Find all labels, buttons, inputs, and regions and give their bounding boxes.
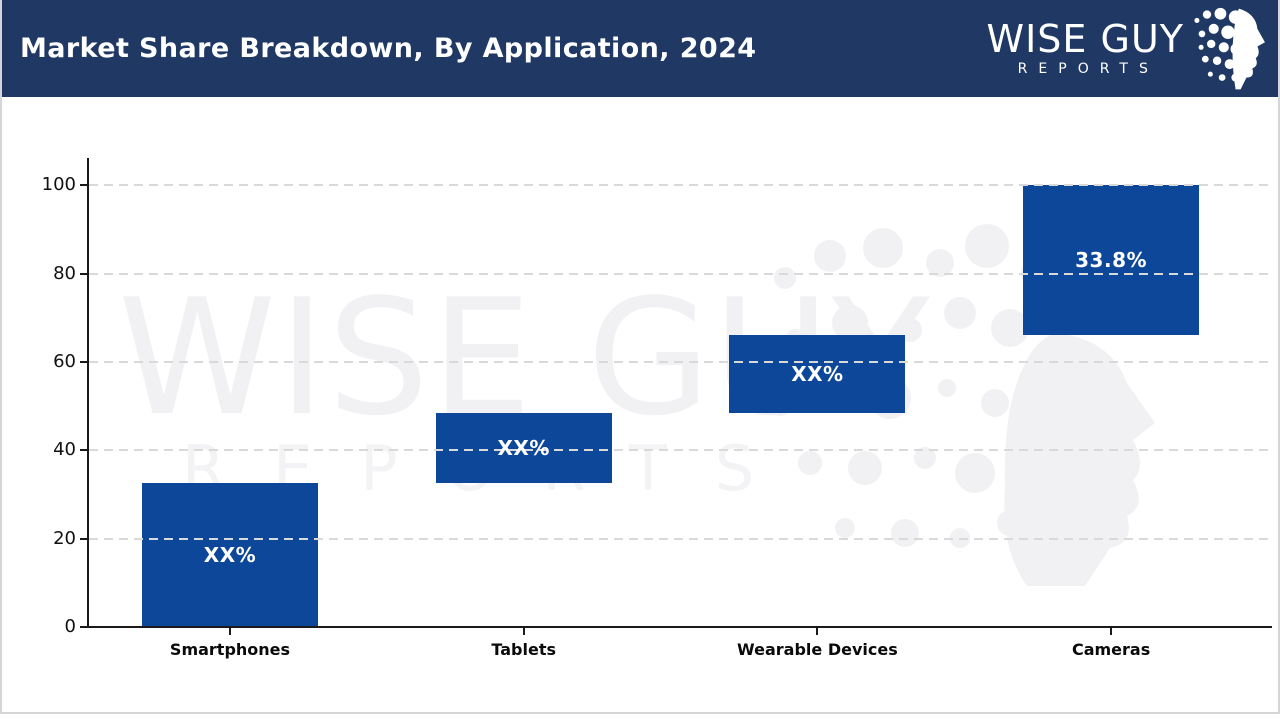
bar-value-label: XX% bbox=[791, 361, 844, 386]
y-tick-mark-40 bbox=[80, 449, 87, 452]
y-axis bbox=[87, 158, 89, 628]
y-tick-mark-60 bbox=[80, 360, 87, 363]
watermark-face-icon bbox=[767, 224, 1155, 586]
logo-secondary-text: REPORTS bbox=[1017, 61, 1159, 77]
wise-guy-logo: WISE GUY REPORTS bbox=[987, 7, 1266, 91]
bar-smartphones: XX% bbox=[142, 482, 318, 627]
y-tick-label-0: 0 bbox=[64, 616, 76, 637]
y-tick-label-80: 80 bbox=[53, 262, 76, 284]
gridline-60 bbox=[89, 360, 1272, 363]
gridline-40 bbox=[89, 449, 1272, 452]
y-tick-label-20: 20 bbox=[53, 527, 76, 549]
x-tick-mark-4 bbox=[1110, 628, 1113, 635]
y-tick-label-100: 100 bbox=[41, 174, 76, 196]
logo-text: WISE GUY REPORTS bbox=[987, 20, 1184, 77]
x-tick-mark-3 bbox=[816, 628, 819, 635]
y-tick-mark-100 bbox=[80, 184, 87, 187]
bar-cameras: 33.8% bbox=[1023, 185, 1200, 335]
bar-value-label: XX% bbox=[203, 542, 257, 567]
page-title: Market Share Breakdown, By Application, … bbox=[20, 33, 757, 64]
logo-face-icon bbox=[1194, 7, 1265, 89]
y-tick-label-60: 60 bbox=[53, 350, 76, 372]
x-category-label-2: Tablets bbox=[491, 640, 556, 659]
x-category-label-4: Cameras bbox=[1071, 640, 1151, 659]
gridline-100 bbox=[89, 184, 1272, 187]
logo-primary-text: WISE GUY bbox=[986, 17, 1184, 61]
y-tick-mark-80 bbox=[80, 272, 87, 275]
x-axis bbox=[87, 626, 1272, 628]
y-tick-mark-0 bbox=[80, 626, 87, 628]
x-category-label-3: Wearable Devices bbox=[737, 640, 898, 659]
header: Market Share Breakdown, By Application, … bbox=[0, 0, 1280, 97]
bar-value-label: XX% bbox=[497, 436, 550, 461]
bar-tablets: XX% bbox=[435, 413, 612, 483]
gridline-80 bbox=[89, 272, 1272, 275]
y-tick-label-40: 40 bbox=[53, 439, 76, 461]
y-tick-mark-20 bbox=[80, 537, 87, 540]
x-tick-mark-2 bbox=[522, 628, 525, 635]
bar-value-label: 33.8% bbox=[1075, 247, 1148, 272]
x-category-label-1: Smartphones bbox=[169, 640, 291, 659]
bar-wearable-devices: XX% bbox=[729, 334, 906, 414]
x-tick-mark-1 bbox=[229, 628, 231, 635]
gridline-20 bbox=[89, 537, 1272, 540]
